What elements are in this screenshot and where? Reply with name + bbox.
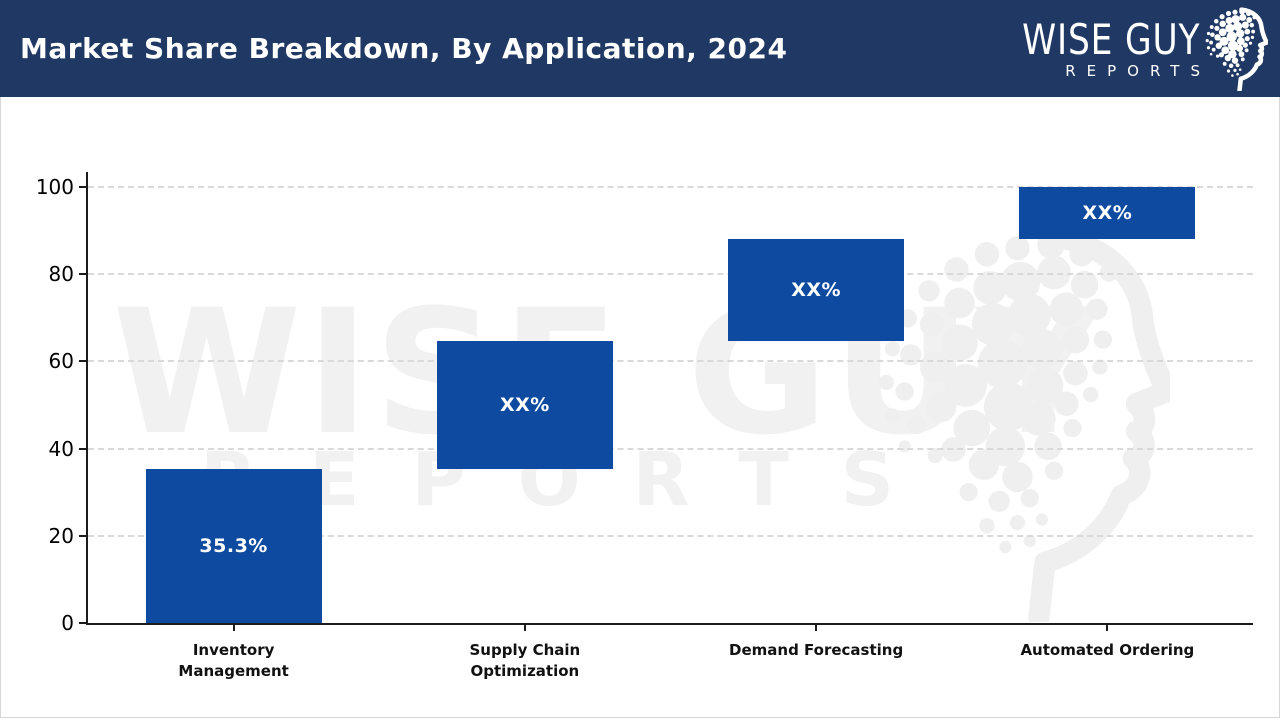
y-tick-label: 80 xyxy=(48,262,74,287)
y-tick-label: 20 xyxy=(48,523,74,548)
header: Market Share Breakdown, By Application, … xyxy=(0,0,1280,97)
bar: XX% xyxy=(728,238,905,342)
chart-title: Market Share Breakdown, By Application, … xyxy=(20,32,788,65)
y-tick xyxy=(79,534,86,537)
bar-label: XX% xyxy=(1082,201,1133,224)
category-label-line: Optimization xyxy=(470,662,580,680)
category-label: Supply Chain Optimization xyxy=(405,640,645,682)
gridline xyxy=(88,360,1253,363)
bar: XX% xyxy=(1019,187,1196,239)
bar: 35.3% xyxy=(145,469,322,623)
bar-label: XX% xyxy=(791,279,842,302)
x-tick xyxy=(1106,625,1109,631)
category-label: Inventory Management xyxy=(114,640,354,682)
category-label: Demand Forecasting xyxy=(696,640,936,661)
y-tick xyxy=(79,360,86,363)
category-label: Automated Ordering xyxy=(987,640,1227,661)
logo-wordmark: WISE GUY xyxy=(1021,14,1200,64)
bar-label: 35.3% xyxy=(199,535,268,558)
y-tick xyxy=(79,447,86,450)
y-tick-label: 0 xyxy=(61,611,74,635)
x-tick xyxy=(815,625,818,631)
gridline xyxy=(88,447,1253,450)
y-tick xyxy=(79,622,86,624)
category-label-line: Automated Ordering xyxy=(1020,641,1195,659)
category-label-line: Supply Chain xyxy=(469,641,581,659)
logo-head-icon xyxy=(1202,7,1268,91)
y-tick-label: 60 xyxy=(48,349,74,374)
gridline xyxy=(88,273,1253,276)
logo-subtitle: REPORTS xyxy=(1065,61,1211,80)
category-label-line: Management xyxy=(178,662,289,680)
category-label-line: Demand Forecasting xyxy=(729,641,904,659)
y-tick-label: 100 xyxy=(35,175,74,199)
category-label-line: Inventory xyxy=(192,641,275,659)
wise-guy-logo: WISE GUY REPORTS xyxy=(983,7,1280,91)
y-tick xyxy=(79,273,86,276)
x-axis xyxy=(86,623,1253,625)
y-tick xyxy=(79,186,86,188)
x-tick xyxy=(232,625,235,631)
y-axis xyxy=(86,172,88,625)
gridline xyxy=(88,534,1253,537)
y-tick-label: 40 xyxy=(48,436,74,461)
gridline xyxy=(88,186,1253,188)
bar-label: XX% xyxy=(499,394,550,417)
bar: XX% xyxy=(436,341,613,470)
x-tick xyxy=(523,625,526,631)
